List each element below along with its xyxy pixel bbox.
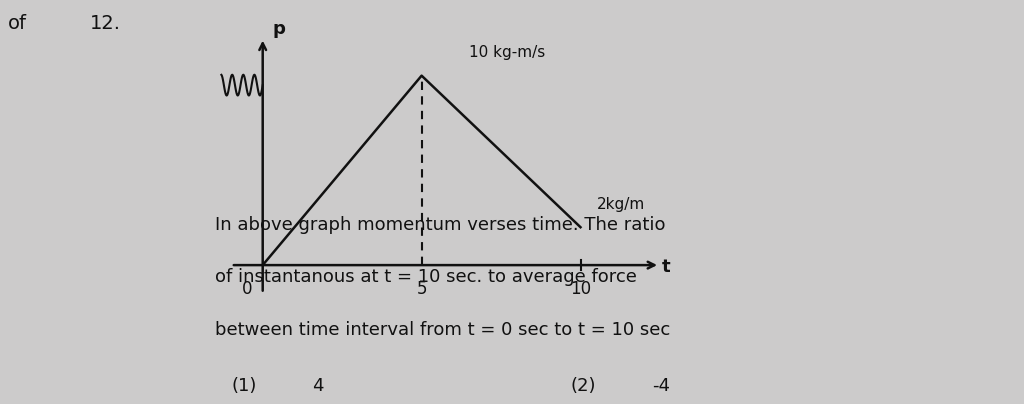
Text: of instantanous at t = 10 sec. to average force: of instantanous at t = 10 sec. to averag… [215, 268, 637, 286]
Text: t: t [662, 258, 671, 276]
Text: 2kg/m: 2kg/m [596, 197, 645, 212]
Text: (1): (1) [231, 377, 257, 395]
Text: 10 kg-m/s: 10 kg-m/s [469, 46, 546, 61]
Text: between time interval from t = 0 sec to t = 10 sec: between time interval from t = 0 sec to … [215, 321, 671, 339]
Text: 12.: 12. [90, 14, 121, 33]
Text: of: of [8, 14, 27, 33]
Text: 10: 10 [570, 280, 591, 298]
Text: 0: 0 [242, 280, 252, 298]
Text: In above graph momentum verses time. The ratio: In above graph momentum verses time. The… [215, 216, 666, 234]
Text: (2): (2) [571, 377, 597, 395]
Text: p: p [272, 20, 285, 38]
Text: 5: 5 [417, 280, 427, 298]
Text: 4: 4 [312, 377, 324, 395]
Text: -4: -4 [652, 377, 670, 395]
